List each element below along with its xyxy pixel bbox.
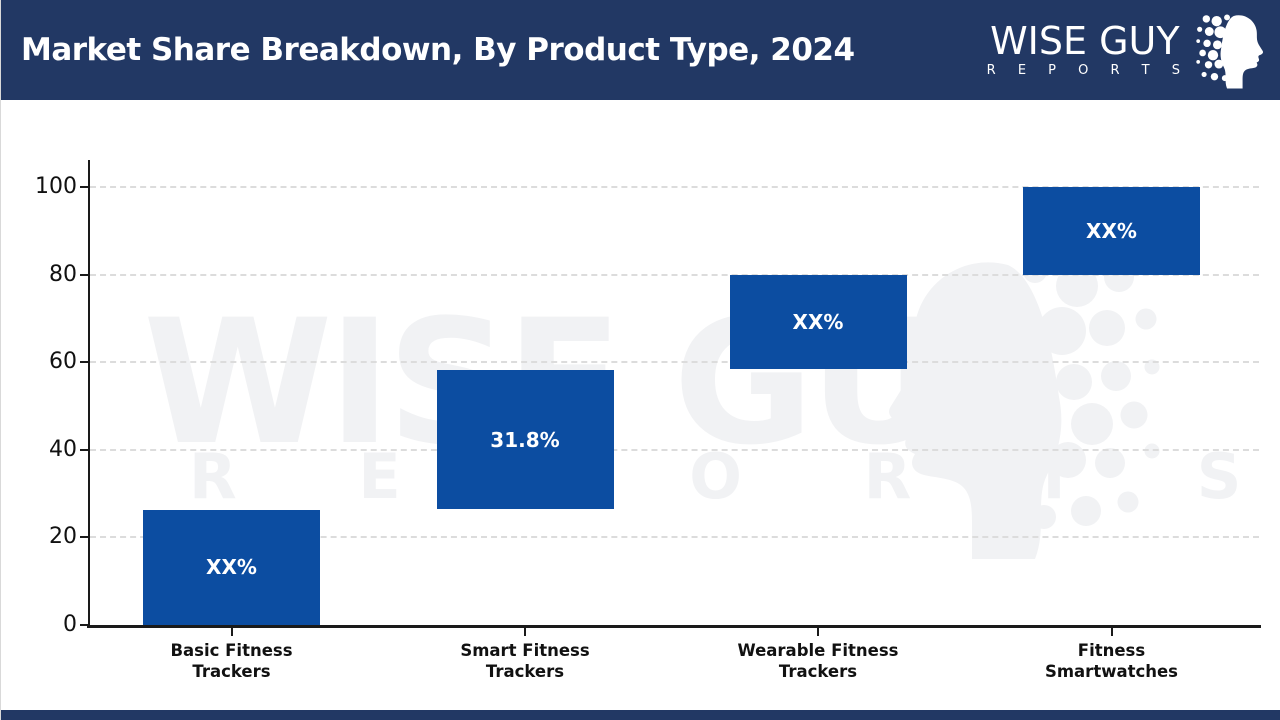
watermark-head-icon <box>889 259 1160 559</box>
y-axis-tick <box>80 536 89 539</box>
x-category-label-line: Smart Fitness <box>460 641 590 660</box>
y-axis-line <box>88 160 90 627</box>
x-category-label: Smart Fitness Trackers <box>385 640 665 682</box>
x-axis-tick <box>524 628 526 636</box>
wiseguy-head-icon <box>1196 14 1264 89</box>
gridline <box>90 273 1259 276</box>
y-tick-label: 0 <box>63 612 77 637</box>
logo-wordmark: WISE GUY <box>990 18 1180 63</box>
logo-text: WISE GUY R E P O R T S <box>981 18 1189 79</box>
bar-value-label: XX% <box>792 309 844 334</box>
x-category-label: Fitness Smartwatches <box>972 640 1252 682</box>
y-tick-label: 40 <box>49 436 77 462</box>
gridline <box>90 186 1259 188</box>
gridline <box>90 448 1259 451</box>
y-tick-label: 80 <box>49 261 77 287</box>
y-axis-tick <box>80 186 89 188</box>
waterfall-bar: XX% <box>729 274 907 369</box>
waterfall-bar: XX% <box>1023 187 1200 275</box>
x-category-label: Basic Fitness Trackers <box>92 640 372 682</box>
x-category-label-line: Trackers <box>778 662 858 681</box>
logo-subtitle: R E P O R T S <box>986 63 1189 79</box>
y-axis-tick <box>80 273 89 276</box>
x-category-label: Wearable Fitness Trackers <box>678 640 958 682</box>
y-axis-tick <box>80 624 89 626</box>
bar-value-label: 31.8% <box>490 427 560 452</box>
x-category-label-line: Wearable Fitness <box>737 641 899 660</box>
page-title: Market Share Breakdown, By Product Type,… <box>21 32 855 68</box>
x-category-label-line: Smartwatches <box>1044 662 1179 681</box>
y-tick-label: 20 <box>49 524 77 550</box>
y-axis-tick <box>80 448 89 451</box>
x-axis-tick <box>230 628 233 636</box>
x-axis-tick <box>817 628 819 636</box>
footer-bar <box>1 710 1280 720</box>
x-category-label-line: Basic Fitness <box>170 641 293 660</box>
x-category-label-line: Trackers <box>192 662 271 681</box>
x-category-label-line: Trackers <box>485 662 565 681</box>
gridline <box>90 361 1259 364</box>
gridline <box>90 536 1259 539</box>
waterfall-bar: 31.8% <box>436 370 614 510</box>
header-bar: Market Share Breakdown, By Product Type,… <box>1 0 1280 100</box>
bar-value-label: XX% <box>206 555 257 580</box>
y-axis-tick <box>80 361 89 364</box>
x-category-label-line: Fitness <box>1077 641 1146 660</box>
y-tick-label: 60 <box>49 349 77 375</box>
x-axis-tick <box>1110 628 1113 636</box>
waterfall-bar: XX% <box>143 509 320 625</box>
bar-value-label: XX% <box>1086 218 1137 243</box>
wiseguy-logo: WISE GUY R E P O R T S <box>981 11 1267 89</box>
y-tick-label: 100 <box>35 174 77 199</box>
x-axis-line <box>87 625 1261 628</box>
